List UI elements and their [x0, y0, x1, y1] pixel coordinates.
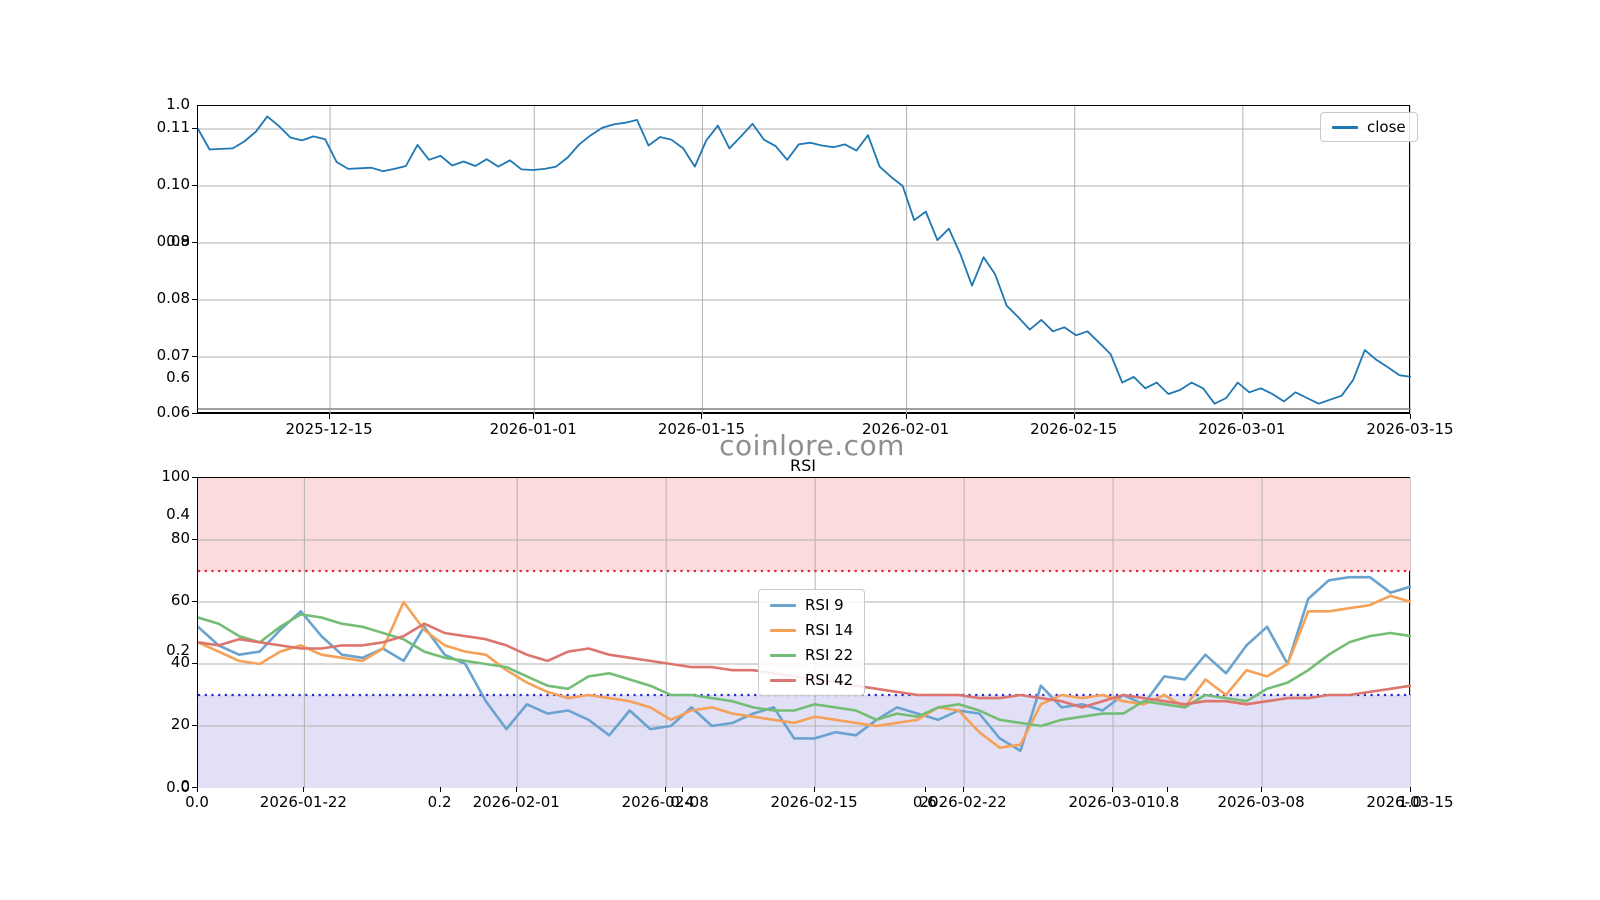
x-tick-label-rsi-numeric: 1.0 [1398, 793, 1422, 811]
legend-label: close [1367, 118, 1406, 136]
tick-mark [192, 787, 197, 788]
y-tick-label-price: 0.06 [156, 402, 190, 421]
y-tick-label-price: 0.07 [156, 345, 190, 364]
tick-mark [192, 355, 197, 357]
x-tick-label-rsi: 2026-03-01 [1068, 793, 1156, 811]
y-tick-label-rsi: 20 [170, 715, 190, 733]
legend-swatch-line [770, 678, 796, 682]
legend-item: RSI 14 [770, 621, 853, 639]
x-tick-label-rsi: 2026-03-08 [1217, 793, 1305, 811]
tick-mark [192, 241, 197, 243]
series-line-rsi-9 [198, 575, 1411, 753]
tick-mark [905, 414, 907, 419]
rsi-chart-title: RSI [790, 456, 816, 475]
tick-mark [192, 127, 197, 129]
legend-label: RSI 9 [805, 596, 844, 614]
y-tick-label-price: 0.09 [156, 231, 190, 250]
watermark: coinlore.com [719, 429, 905, 462]
tick-mark [192, 477, 197, 478]
tick-mark [814, 787, 816, 792]
legend-swatch-line [770, 603, 796, 607]
y-tick-label-price: 0.08 [156, 288, 190, 307]
tick-mark [701, 414, 703, 419]
legend-item: RSI 9 [770, 596, 853, 614]
oversold-band [198, 695, 1411, 788]
x-tick-label-rsi-numeric: 0.4 [670, 793, 695, 811]
tick-mark [682, 787, 684, 792]
tick-mark [192, 539, 197, 540]
tick-mark [439, 787, 441, 792]
tick-mark [329, 414, 331, 419]
tick-mark [665, 787, 667, 792]
tick-mark [192, 601, 197, 602]
x-tick-label-price: 2026-01-01 [489, 420, 577, 438]
y-tick-label-figure: 0.8 [166, 231, 190, 250]
tick-mark [1241, 414, 1243, 419]
y-tick-label-figure: 0.2 [166, 641, 190, 660]
tick-mark [1073, 414, 1075, 419]
tick-mark [924, 787, 926, 792]
x-tick-label-rsi: 2026-02-01 [472, 793, 560, 811]
tick-mark [192, 184, 197, 186]
tick-mark [516, 787, 518, 792]
tick-mark [533, 414, 535, 419]
tick-mark [192, 725, 197, 726]
y-tick-label-rsi: 60 [170, 591, 190, 609]
x-tick-label-rsi: 2026-02-22 [919, 793, 1007, 811]
y-tick-label-figure: 1.0 [166, 95, 190, 113]
x-tick-label-rsi-numeric: 0.8 [1155, 793, 1180, 811]
x-tick-label-rsi: 2026-02-15 [770, 793, 858, 811]
legend-swatch-line [770, 653, 796, 657]
series-line-close [198, 115, 1411, 405]
x-tick-label-rsi: 2026-01-22 [259, 793, 347, 811]
series-line-rsi-14 [198, 594, 1411, 750]
tick-mark [192, 412, 197, 414]
tick-mark [1410, 414, 1411, 419]
tick-mark [963, 787, 965, 792]
tick-mark [1410, 787, 1411, 792]
price-chart-plot [197, 105, 1411, 415]
legend-label: RSI 14 [805, 621, 854, 639]
rsi-legend: RSI 9 RSI 14 RSI 22 RSI 42 [758, 589, 866, 696]
tick-mark [192, 663, 197, 664]
x-tick-label-price: 2026-02-15 [1030, 420, 1118, 438]
legend-item: RSI 42 [770, 671, 853, 689]
tick-mark [1112, 787, 1114, 792]
x-tick-label-rsi: 2026-02-08 [621, 793, 709, 811]
x-tick-label-price: 2026-02-01 [861, 420, 950, 438]
x-tick-label-rsi-numeric: 0.6 [912, 793, 937, 811]
y-tick-label-rsi: 40 [170, 653, 190, 671]
x-tick-label-rsi: 2026-03-15 [1366, 793, 1454, 811]
y-tick-label-figure: 0.6 [166, 368, 190, 387]
x-tick-label-rsi-numeric: 0.2 [427, 793, 452, 811]
legend-item: close [1332, 118, 1406, 136]
x-tick-label-price: 2026-03-15 [1366, 420, 1454, 438]
overbought-band [198, 478, 1411, 571]
tick-mark [303, 787, 305, 792]
x-tick-label-price: 2026-03-01 [1198, 420, 1286, 438]
price-legend: close [1320, 112, 1418, 142]
y-tick-label-price: 0.10 [156, 174, 190, 193]
y-tick-label-figure: 0.4 [166, 504, 190, 523]
y-tick-label-rsi: 100 [161, 467, 190, 485]
legend-item: RSI 22 [770, 646, 853, 664]
legend-label: RSI 22 [805, 646, 854, 664]
legend-swatch-line [1332, 125, 1358, 129]
y-tick-label-rsi: 80 [170, 529, 190, 547]
tick-mark [1167, 787, 1169, 792]
tick-mark [197, 787, 198, 792]
tick-mark [192, 298, 197, 300]
y-tick-label-figure: 0.0 [166, 778, 190, 796]
x-tick-label-rsi-numeric: 0.0 [185, 793, 209, 811]
y-tick-label-price: 0.11 [156, 117, 190, 136]
y-tick-label-rsi: 0 [180, 777, 190, 795]
x-tick-label-price: 2026-01-15 [657, 420, 745, 438]
x-tick-label-price: 2025-12-15 [285, 420, 373, 438]
tick-mark [1261, 787, 1263, 792]
legend-label: RSI 42 [805, 671, 854, 689]
legend-swatch-line [770, 628, 796, 632]
